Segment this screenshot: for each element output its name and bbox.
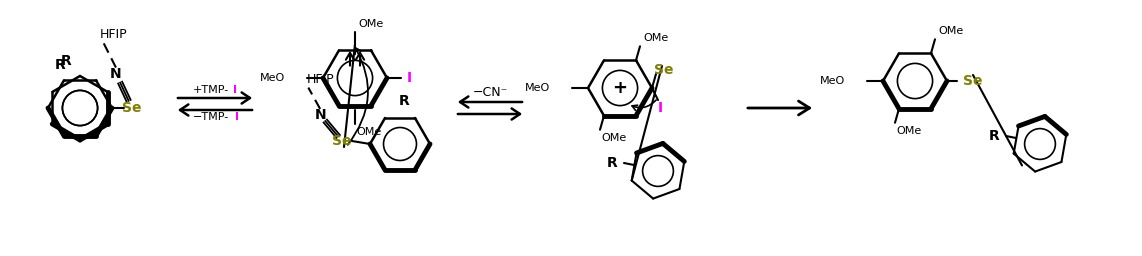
Text: OMe: OMe bbox=[939, 26, 964, 36]
Text: OMe: OMe bbox=[896, 126, 922, 136]
Text: HFIP: HFIP bbox=[306, 73, 335, 86]
Text: −CN⁻: −CN⁻ bbox=[473, 86, 508, 99]
Text: +: + bbox=[612, 79, 627, 97]
Text: N: N bbox=[314, 108, 325, 122]
Text: −TMP-: −TMP- bbox=[193, 112, 230, 122]
Text: MeO: MeO bbox=[259, 73, 286, 83]
Text: Se: Se bbox=[654, 63, 674, 77]
Text: I: I bbox=[233, 85, 238, 95]
Text: MeO: MeO bbox=[820, 76, 845, 86]
Text: Se: Se bbox=[122, 101, 142, 115]
Text: I: I bbox=[235, 112, 239, 122]
Text: HFIP: HFIP bbox=[99, 28, 127, 41]
Text: R: R bbox=[608, 156, 618, 170]
Text: OMe: OMe bbox=[643, 33, 668, 43]
Text: I: I bbox=[407, 71, 411, 85]
Text: +TMP-: +TMP- bbox=[193, 85, 230, 95]
Text: R: R bbox=[399, 94, 409, 108]
Text: R: R bbox=[989, 129, 1000, 143]
Text: R: R bbox=[55, 58, 65, 72]
Text: I: I bbox=[658, 101, 662, 115]
Text: R: R bbox=[61, 54, 71, 68]
Text: OMe: OMe bbox=[602, 133, 627, 143]
Text: Se: Se bbox=[332, 134, 352, 148]
Text: MeO: MeO bbox=[525, 83, 550, 93]
Text: N: N bbox=[110, 67, 122, 81]
Text: Se: Se bbox=[963, 74, 982, 88]
Text: OMe: OMe bbox=[356, 127, 381, 137]
Text: OMe: OMe bbox=[359, 19, 384, 29]
